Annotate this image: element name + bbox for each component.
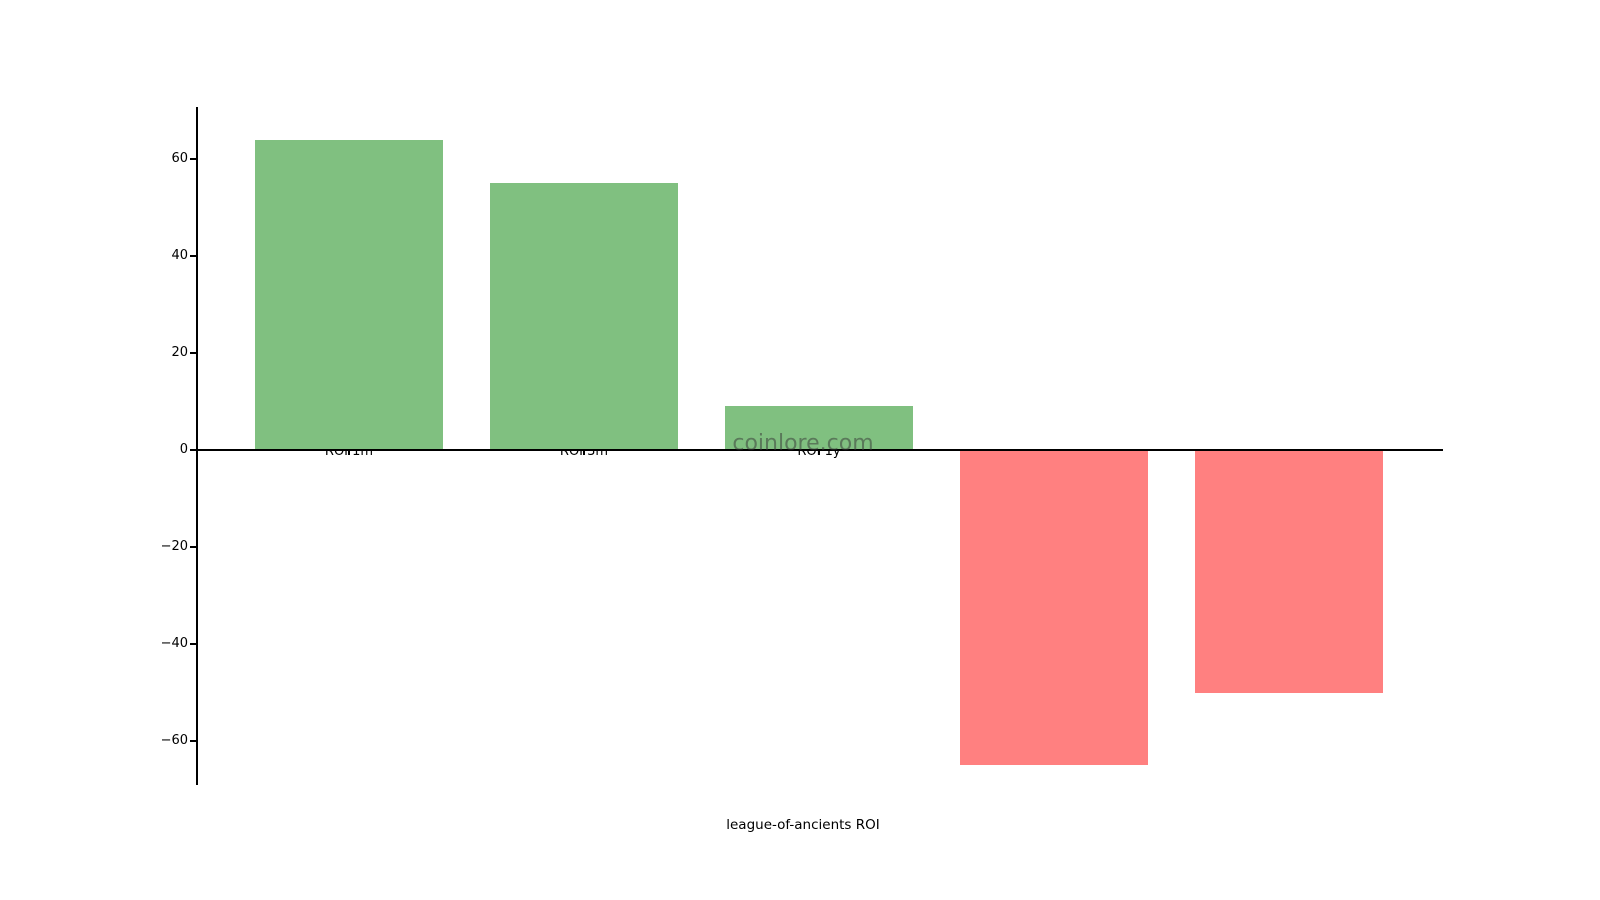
- y-tick-label: −60: [160, 733, 188, 748]
- bar-roi-1y: [725, 406, 913, 450]
- bar-negative-5: [1195, 450, 1383, 693]
- y-tick-label: 20: [171, 345, 188, 360]
- bar-negative-4: [960, 450, 1148, 766]
- y-tick-label: 0: [179, 442, 188, 457]
- y-tick-label: 40: [171, 248, 188, 263]
- y-tick-label: −20: [160, 539, 188, 554]
- bar-roi-3m: [490, 183, 678, 450]
- x-tick-mark: [348, 450, 350, 455]
- y-tick-mark: [190, 643, 196, 645]
- y-tick-mark: [190, 255, 196, 257]
- y-tick-mark: [190, 158, 196, 160]
- y-tick-mark: [190, 352, 196, 354]
- y-axis-line: [196, 107, 198, 785]
- x-tick-mark: [818, 450, 820, 455]
- y-tick-mark: [190, 449, 196, 451]
- x-axis-zero-line: [196, 449, 1443, 451]
- y-tick-mark: [190, 546, 196, 548]
- y-tick-label: −40: [160, 636, 188, 651]
- x-tick-mark: [583, 450, 585, 455]
- y-tick-mark: [190, 740, 196, 742]
- chart-title: league-of-ancients ROI: [726, 817, 880, 833]
- y-tick-label: 60: [171, 151, 188, 166]
- bar-roi-1m: [255, 139, 443, 450]
- watermark-text: coinlore.com: [732, 431, 874, 456]
